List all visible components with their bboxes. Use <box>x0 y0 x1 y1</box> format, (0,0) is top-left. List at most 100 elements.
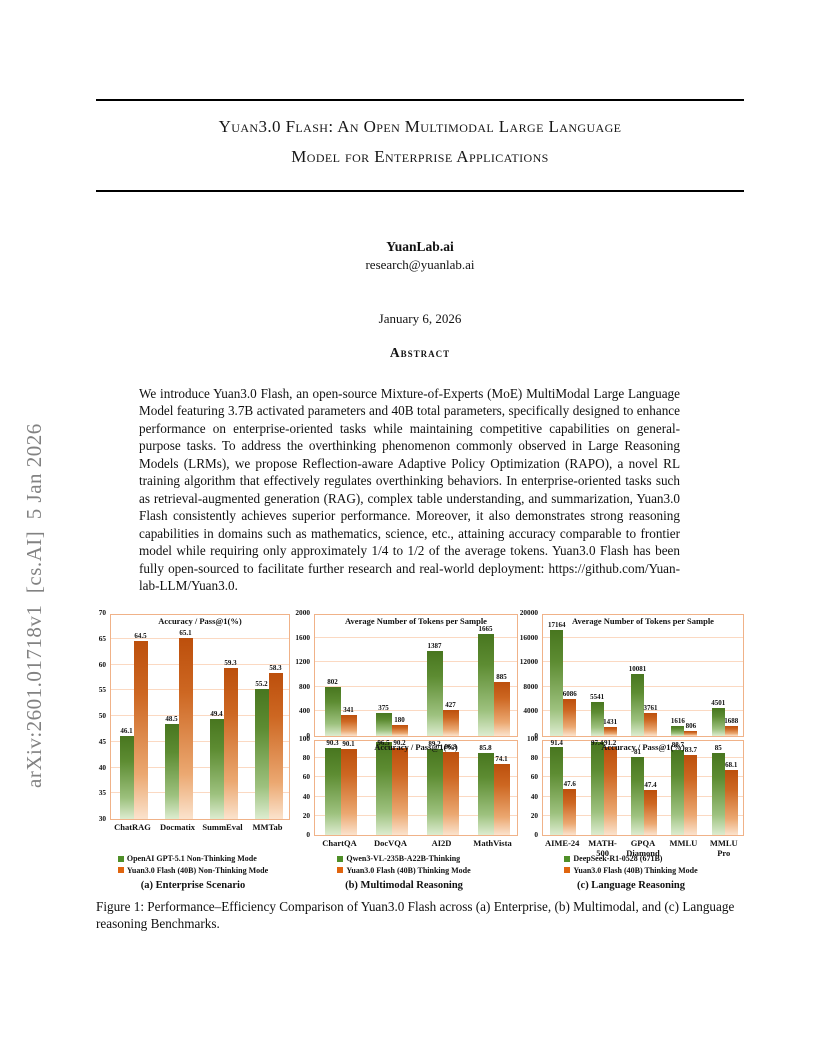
bar-orange <box>644 789 657 835</box>
category-label: SummEval <box>202 822 243 832</box>
bar-value-label: 1431 <box>603 718 618 727</box>
bar-value-label: 375 <box>378 703 389 712</box>
bar-orange <box>442 751 459 835</box>
gridline <box>543 636 743 638</box>
y-tick-label: 800 <box>299 681 310 691</box>
y-tick-label: 20 <box>530 810 538 820</box>
author-name: YuanLab.ai <box>386 239 454 254</box>
bar-green <box>590 701 604 736</box>
legend-swatch-orange <box>564 867 571 874</box>
bar-value-label: 74.1 <box>495 754 508 763</box>
bar-green <box>375 742 392 835</box>
bar-value-label: 59.3 <box>224 659 237 668</box>
title-rule-top <box>96 99 744 102</box>
legend-entry: DeepSeek-R1-0528 (671B) <box>564 853 662 865</box>
bar-value-label: 47.4 <box>644 780 657 789</box>
abstract-text: We introduce Yuan3.0 Flash, an open-sour… <box>139 386 680 594</box>
y-tick-label: 0 <box>306 731 310 740</box>
bar-value-label: 1688 <box>724 716 739 725</box>
y-tick-label: 60 <box>302 772 310 782</box>
bar-value-label: 1616 <box>670 717 685 726</box>
bar-value-label: 46.1 <box>120 727 133 736</box>
bar-orange <box>268 673 283 819</box>
y-tick-label: 0 <box>306 830 310 839</box>
legend-label: Qwen3-VL-235B-A22B-Thinking <box>346 854 461 863</box>
y-tick-label: 1600 <box>295 632 310 642</box>
bar-orange <box>391 724 408 736</box>
chart-a: 30 35 40 45 50 55 60 65 70 Accuracy / Pass@1(%) 46… <box>96 608 290 900</box>
legend-label: OpenAI GPT-5.1 Non-Thinking Mode <box>126 854 257 863</box>
page-title-line1: Yuan3.0 Flash: An Open Multimodal Large … <box>218 117 622 136</box>
bar-green <box>671 726 685 736</box>
bar-value-label: 4501 <box>711 699 726 708</box>
bar-value-label: 91.4 <box>550 739 563 747</box>
panel-title: Accuracy / Pass@1(%) <box>601 742 685 752</box>
legend-swatch-green <box>117 855 124 862</box>
bar-value-label: 10081 <box>628 665 647 673</box>
legend-swatch-green <box>564 855 571 862</box>
bar-value-label: 55.2 <box>255 680 268 689</box>
chart-panel: 0 20 40 60 80 100 Accuracy / Pass@1(%) 90.3 96.5… <box>299 734 518 839</box>
bar-orange <box>391 748 408 835</box>
gridline <box>315 814 517 816</box>
page-title: Yuan3.0 Flash: An Open Multimodal Large … <box>96 112 744 172</box>
bar-green <box>324 748 341 835</box>
bar-orange <box>684 731 698 736</box>
legend-swatch-green <box>337 855 344 862</box>
bar-value-label: 97.4 <box>590 739 604 747</box>
category-label: ChatRAG <box>114 822 151 832</box>
chart-panel: 30 35 40 45 50 55 60 65 70 Accuracy / Pass@1(%) 46… <box>99 608 290 823</box>
bar-value-label: 85 <box>714 744 722 753</box>
bar-orange <box>724 725 738 736</box>
y-tick-label: 65 <box>98 633 106 643</box>
bar-orange <box>133 641 148 819</box>
bar-value-label: 68.1 <box>725 760 738 769</box>
bar-value-label: 180 <box>394 715 405 724</box>
bar-orange <box>684 754 698 835</box>
bar-value-label: 1665 <box>478 624 493 633</box>
bar-orange <box>603 747 617 835</box>
gridline <box>315 661 517 663</box>
author-email: research@yuanlab.ai <box>365 257 475 272</box>
legend-label: Yuan3.0 Flash (40B) Thinking Mode <box>346 865 471 875</box>
y-tick-label: 8000 <box>523 681 538 691</box>
bar-value-label: 91.2 <box>603 739 617 747</box>
bar-orange <box>563 698 577 736</box>
y-tick-label: 1200 <box>295 657 310 667</box>
bar-orange <box>340 748 357 835</box>
gridline <box>315 636 517 638</box>
category-label: MMTab <box>252 822 283 832</box>
gridline <box>111 792 289 794</box>
category-label: GPQA Diamond <box>626 838 660 858</box>
bar-value-label: 64.5 <box>134 632 147 641</box>
bar-orange <box>563 789 577 835</box>
gridline <box>111 766 289 768</box>
bar-green <box>631 674 644 736</box>
legend-entry: Yuan3.0 Flash (40B) Thinking Mode <box>337 865 471 877</box>
bar-value-label: 5541 <box>590 692 605 701</box>
y-tick-label: 55 <box>98 685 106 695</box>
bar-green <box>426 749 443 835</box>
y-tick-label: 12000 <box>519 657 538 667</box>
y-tick-label: 80 <box>530 753 538 763</box>
bar-orange <box>644 712 657 736</box>
bar-orange <box>223 668 238 819</box>
chart-legend: OpenAI GPT-5.1 Non-Thinking Mode Yuan3.0 … <box>96 853 290 876</box>
bar-green <box>550 747 564 835</box>
category-label: MMLU <box>669 838 698 848</box>
gridline <box>315 710 517 712</box>
y-tick-label: 40 <box>530 791 538 801</box>
y-tick-label: 70 <box>98 608 106 617</box>
bar-value-label: 89.2 <box>428 740 441 749</box>
bar-value-label: 49.4 <box>210 710 223 719</box>
y-tick-label: 2000 <box>295 608 310 617</box>
bar-value-label: 90.1 <box>342 739 355 748</box>
chart-c: 0 4000 8000 12000 16000 20000 Average Number o… <box>518 608 744 900</box>
panel-title: Accuracy / Pass@1(%) <box>158 616 242 626</box>
bar-value-label: 47.6 <box>563 780 576 789</box>
category-label: Docmatix <box>160 822 195 832</box>
bar-green <box>477 633 494 736</box>
bar-green <box>119 736 134 819</box>
category-label: MATH-500 <box>588 838 617 858</box>
y-tick-label: 20 <box>302 810 310 820</box>
